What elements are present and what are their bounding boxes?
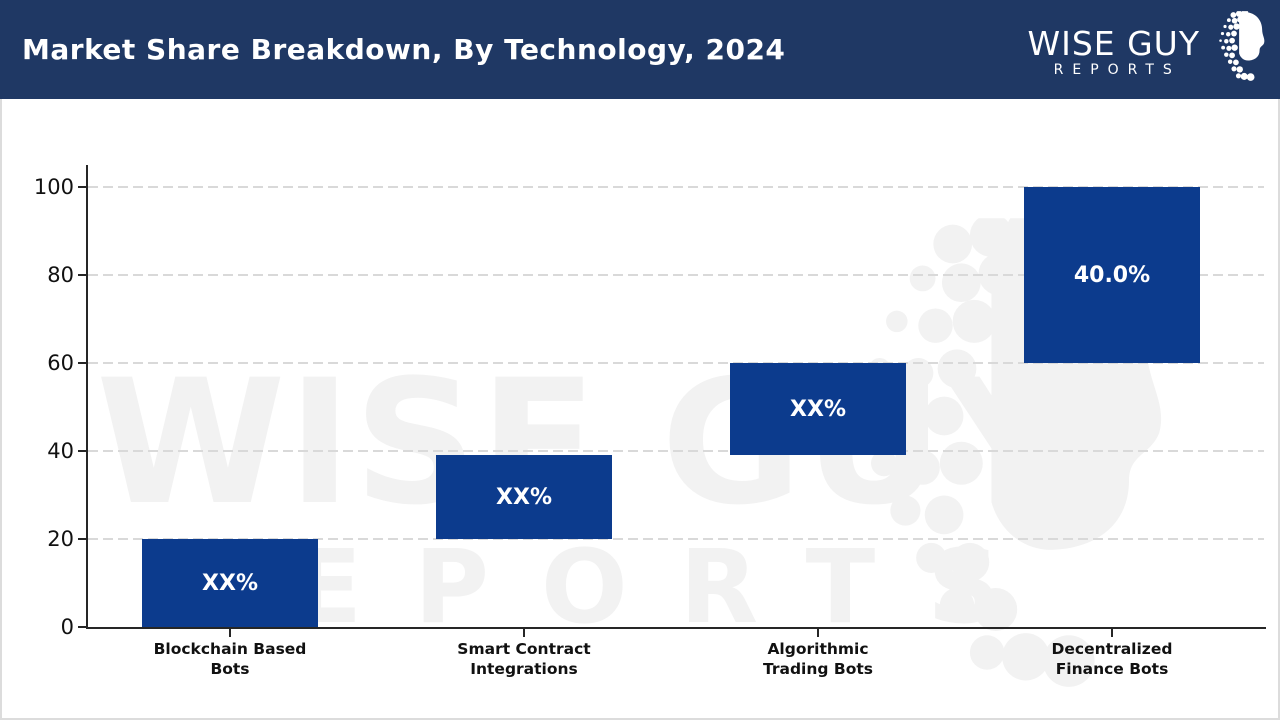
y-tick-label-0: 0	[60, 615, 74, 639]
x-category-label-line: Decentralized	[1051, 640, 1173, 658]
gridline-y-60	[88, 362, 1264, 364]
y-tick-mark-80	[78, 274, 86, 276]
wiseguy-logo: WISE GUY REPORTS	[1027, 9, 1266, 85]
gridline-y-100	[88, 186, 1264, 188]
y-tick-label-20: 20	[47, 527, 74, 551]
header-banner: Market Share Breakdown, By Technology, 2…	[0, 0, 1280, 99]
x-category-label-4: Decentralized Finance Bots	[962, 639, 1262, 679]
x-category-label-1: Blockchain Based Bots	[80, 639, 380, 679]
y-tick-mark-20	[78, 538, 86, 540]
x-tick-mark-3	[817, 629, 819, 637]
y-tick-mark-100	[78, 186, 86, 188]
x-tick-mark-2	[523, 629, 525, 637]
x-category-label-line: Algorithmic	[767, 640, 869, 658]
gridline-y-20	[88, 538, 1264, 540]
y-tick-label-60: 60	[47, 351, 74, 375]
y-tick-mark-40	[78, 450, 86, 452]
x-tick-mark-1	[229, 629, 231, 637]
bar-segment-1: XX%	[142, 539, 318, 627]
logo-text: WISE GUY REPORTS	[1027, 27, 1200, 77]
bar-segment-4: 40.0%	[1024, 187, 1200, 363]
x-category-label-line: Blockchain Based	[153, 640, 307, 658]
bar-segment-2: XX%	[436, 455, 612, 539]
x-category-label-line: Integrations	[470, 660, 578, 678]
x-axis-line	[86, 627, 1266, 629]
logo-face-icon	[1202, 9, 1266, 85]
gridline-y-40	[88, 450, 1264, 452]
x-category-label-line: Smart Contract	[457, 640, 591, 658]
bar-value-label: 40.0%	[1073, 262, 1151, 288]
x-category-label-3: Algorithmic Trading Bots	[668, 639, 968, 679]
logo-subtext: REPORTS	[1053, 62, 1181, 78]
bar-value-label: XX%	[202, 570, 258, 596]
bar-value-label: XX%	[496, 484, 552, 510]
x-category-label-2: Smart Contract Integrations	[374, 639, 674, 679]
bar-value-label: XX%	[790, 396, 846, 422]
x-category-label-line: Trading Bots	[762, 660, 873, 678]
y-tick-label-100: 100	[33, 175, 74, 199]
x-tick-mark-4	[1111, 629, 1113, 637]
chart-title: Market Share Breakdown, By Technology, 2…	[22, 33, 786, 66]
y-tick-mark-60	[78, 362, 86, 364]
x-category-label-line: Bots	[210, 660, 250, 678]
x-category-label-line: Finance Bots	[1055, 660, 1169, 678]
y-tick-label-80: 80	[47, 263, 74, 287]
y-tick-mark-0	[78, 626, 86, 628]
y-axis-line	[86, 165, 88, 629]
gridline-y-80	[88, 274, 1264, 276]
bar-segment-3: XX%	[730, 363, 906, 456]
y-tick-label-40: 40	[47, 439, 74, 463]
logo-wordmark: WISE GUY	[1027, 24, 1200, 63]
